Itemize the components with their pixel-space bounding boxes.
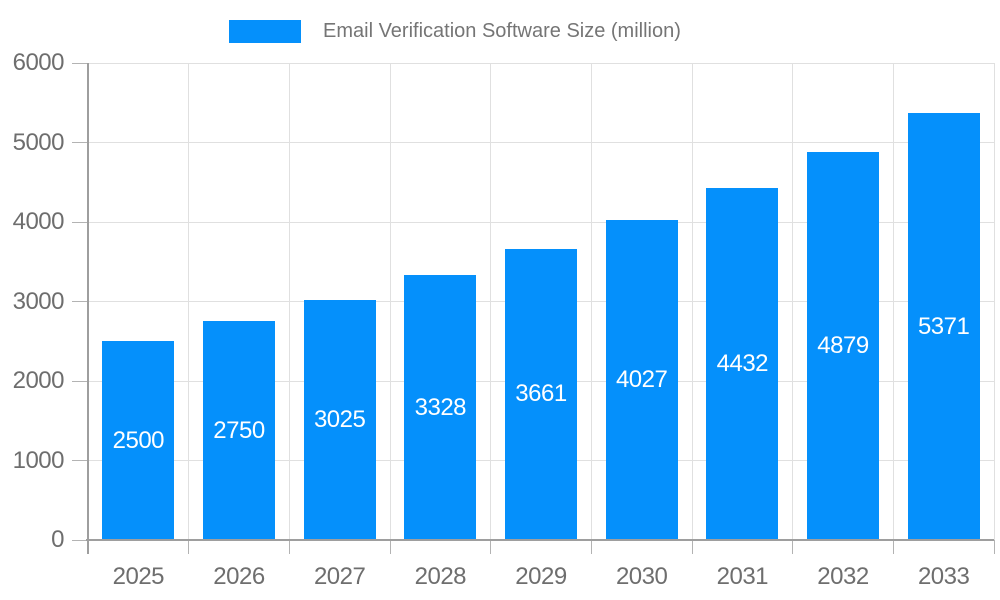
x-axis-tick (389, 540, 391, 554)
x-gridline (490, 63, 492, 540)
y-axis-tick-label: 3000 (12, 287, 65, 315)
x-axis-tick (590, 540, 592, 554)
x-gridline (892, 63, 894, 540)
legend-label[interactable]: Email Verification Software Size (millio… (323, 20, 681, 42)
x-axis-tick (892, 540, 894, 554)
x-axis-tick-label: 2025 (112, 563, 165, 590)
bar-2025[interactable]: 2500 (102, 341, 175, 540)
bar-value-label: 2500 (112, 426, 165, 454)
bar-2027[interactable]: 3025 (303, 299, 376, 540)
bar-2029[interactable]: 3661 (505, 248, 577, 540)
bar-value-label: 3025 (313, 405, 366, 433)
x-axis-tick (691, 540, 693, 554)
y-axis-tick-label: 2000 (12, 367, 65, 394)
y-axis-tick (72, 301, 88, 302)
x-axis-line (86, 539, 994, 541)
y-axis-tick (72, 460, 88, 461)
bar-2033[interactable]: 5371 (907, 113, 980, 540)
y-axis-tick-label: 6000 (12, 49, 65, 76)
y-axis-tick-label: 5000 (12, 128, 65, 156)
x-axis-tick (792, 540, 794, 554)
bar-value-label: 4027 (615, 365, 668, 393)
x-gridline (288, 63, 290, 540)
y-axis-tick-label: 1000 (12, 446, 65, 474)
y-gridline (88, 62, 994, 64)
x-axis-tick (993, 540, 995, 554)
y-gridline (88, 142, 994, 143)
bar-2032[interactable]: 4879 (807, 152, 879, 540)
x-gridline (188, 63, 190, 540)
bar-value-label: 3328 (414, 393, 467, 421)
x-gridline (691, 63, 693, 540)
legend: Email Verification Software Size (millio… (229, 20, 681, 43)
bar-2028[interactable]: 3328 (404, 275, 477, 540)
x-axis-tick-label: 2033 (917, 563, 970, 590)
bar-value-label: 2750 (213, 416, 265, 444)
x-gridline (792, 63, 794, 540)
x-axis-tick-label: 2030 (615, 563, 668, 590)
x-gridline (590, 63, 592, 540)
bar-value-label: 3661 (515, 380, 567, 408)
y-axis-tick (72, 539, 88, 541)
y-axis-tick (72, 221, 88, 223)
x-axis-tick (288, 540, 290, 554)
y-axis-tick (72, 142, 88, 143)
bar-value-label: 4879 (817, 332, 869, 360)
y-axis-tick (72, 380, 88, 382)
bar-value-label: 5371 (917, 312, 970, 340)
bar-value-label: 4432 (716, 349, 769, 377)
x-axis-tick (490, 540, 492, 554)
x-axis-tick-label: 2031 (716, 563, 769, 590)
y-axis-line (87, 63, 89, 554)
bar-2031[interactable]: 4432 (706, 187, 779, 540)
x-gridline (389, 63, 391, 540)
x-axis-tick (188, 540, 190, 554)
plot-area: 0 1000 2000 3000 4000 5000 6000 2500 2025 2750 202… (13, 49, 995, 590)
x-axis-tick-label: 2028 (414, 563, 467, 590)
y-axis-tick-label: 4000 (12, 208, 65, 235)
x-axis-tick-label: 2027 (313, 563, 366, 590)
y-gridline (88, 221, 994, 223)
y-axis-tick (72, 62, 88, 64)
x-axis-tick-label: 2029 (515, 563, 567, 590)
bar-2026[interactable]: 2750 (203, 321, 275, 540)
x-axis-tick-label: 2032 (817, 563, 869, 590)
x-axis-tick-label: 2026 (213, 563, 265, 590)
bar-2030[interactable]: 4027 (605, 219, 678, 540)
x-gridline (993, 63, 995, 540)
y-axis-tick-label: 0 (51, 526, 64, 553)
legend-swatch[interactable] (229, 20, 301, 43)
